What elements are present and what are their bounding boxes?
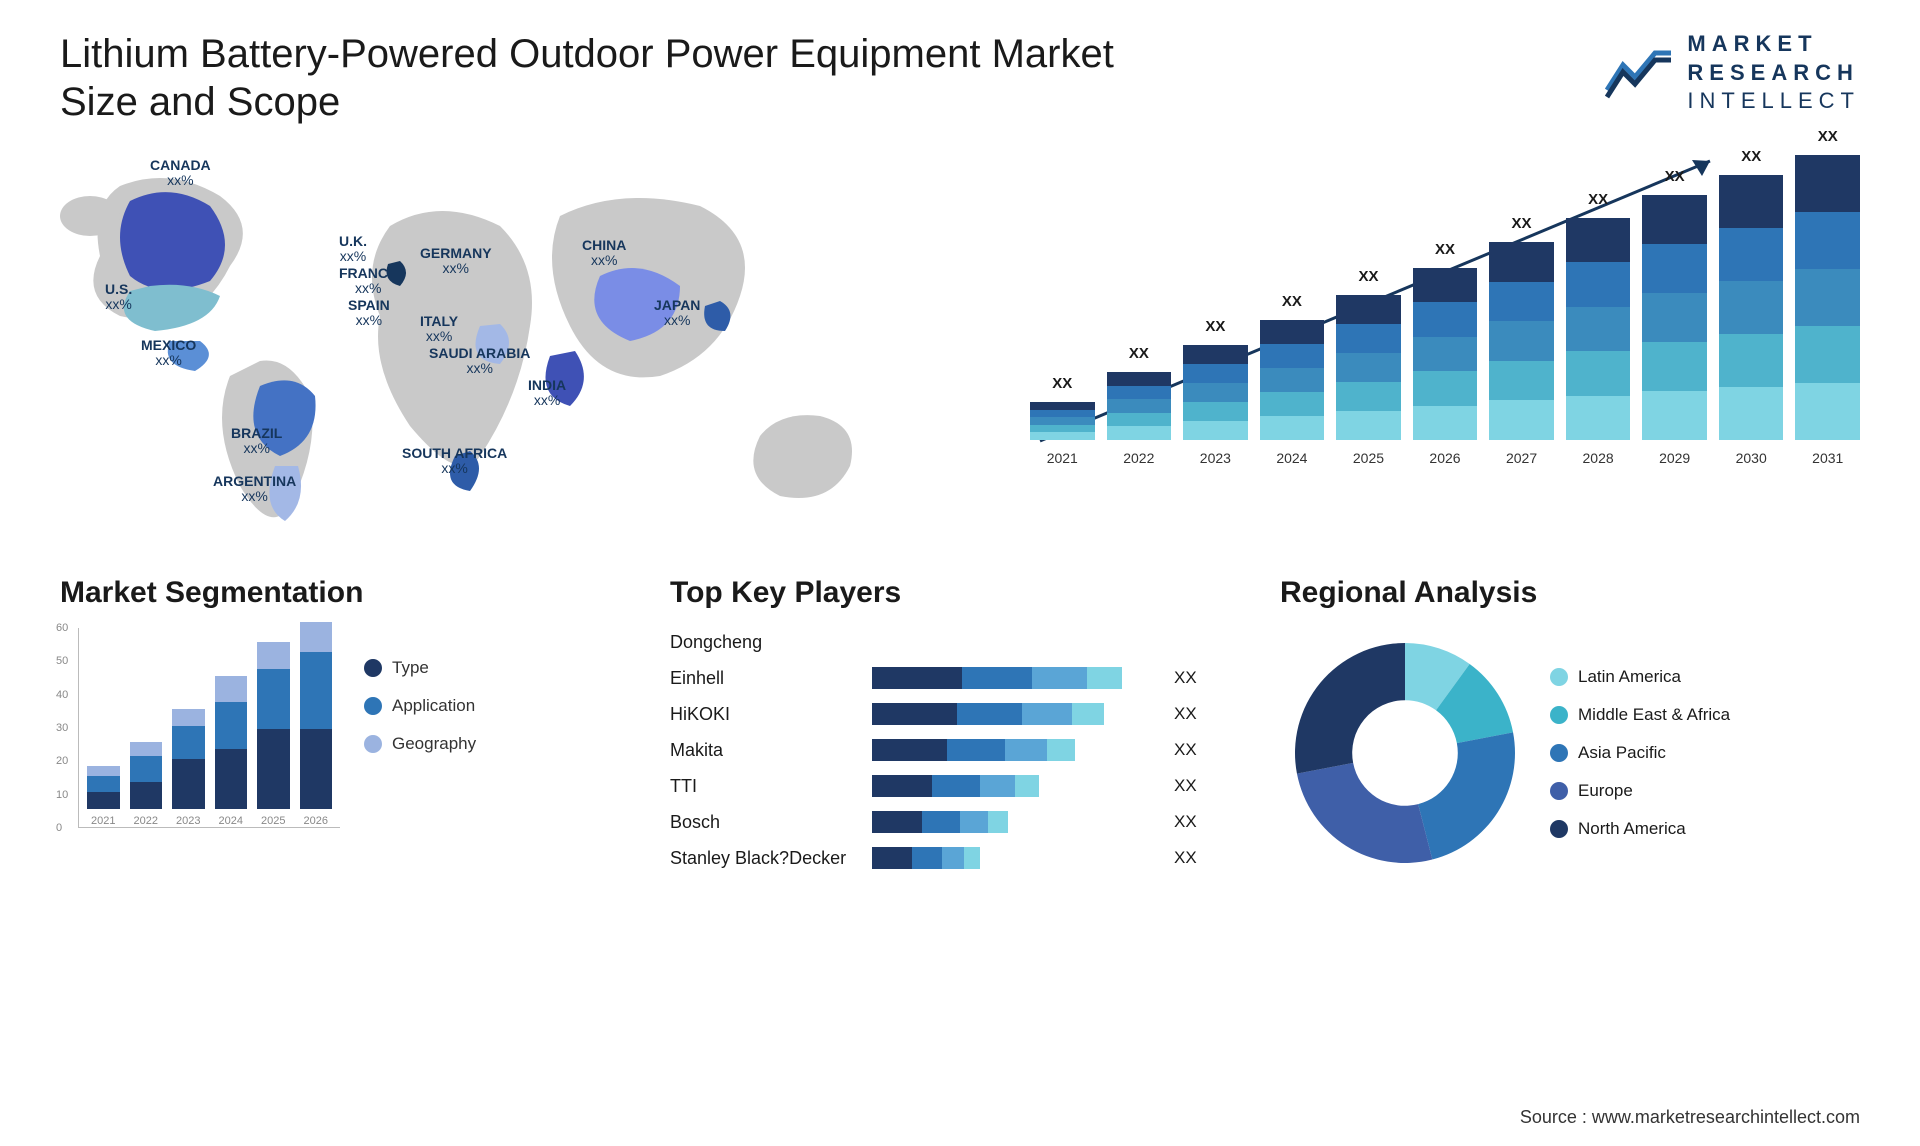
segmentation-bar: 2024 — [215, 676, 248, 827]
donut-slice — [1297, 763, 1432, 863]
regional-title: Regional Analysis — [1280, 576, 1860, 610]
segmentation-bar: 2022 — [130, 742, 163, 827]
segmentation-bar: 2023 — [172, 709, 205, 827]
segmentation-panel: Market Segmentation 0102030405060 202120… — [60, 576, 640, 878]
map-label: U.S.xx% — [105, 282, 132, 313]
map-label: SAUDI ARABIAxx% — [429, 346, 530, 377]
page-title: Lithium Battery-Powered Outdoor Power Eq… — [60, 30, 1160, 126]
legend-item: Latin America — [1550, 667, 1730, 687]
map-label: SOUTH AFRICAxx% — [402, 446, 507, 477]
player-row: EinhellXX — [670, 664, 1250, 692]
growth-bar: XX2029 — [1642, 168, 1707, 466]
players-panel: Top Key Players Dongcheng EinhellXX HiKOKI… — [670, 576, 1250, 878]
map-label: FRANCExx% — [339, 266, 397, 297]
players-chart: Dongcheng EinhellXX HiKOKIXX MakitaXX TTIXX B… — [670, 628, 1250, 872]
growth-bar: XX2028 — [1566, 191, 1631, 466]
source-text: Source : www.marketresearchintellect.com — [1520, 1107, 1860, 1128]
map-label: ARGENTINAxx% — [213, 474, 296, 505]
map-label: BRAZILxx% — [231, 426, 282, 457]
players-title: Top Key Players — [670, 576, 1250, 610]
growth-bar: XX2031 — [1795, 128, 1860, 466]
growth-bar: XX2025 — [1336, 268, 1401, 466]
regional-legend: Latin America Middle East & Africa Asia Pa… — [1550, 667, 1730, 839]
legend-item: Europe — [1550, 781, 1730, 801]
growth-bar: XX2022 — [1107, 345, 1172, 466]
player-row: MakitaXX — [670, 736, 1250, 764]
map-label: CANADAxx% — [150, 158, 211, 189]
regional-panel: Regional Analysis Latin America Middle Ea… — [1280, 576, 1860, 878]
legend-item: North America — [1550, 819, 1730, 839]
segmentation-bar: 2026 — [300, 622, 333, 827]
growth-bar: XX2026 — [1413, 241, 1478, 466]
legend-item: Application — [364, 696, 476, 716]
legend-item: Asia Pacific — [1550, 743, 1730, 763]
player-row: TTIXX — [670, 772, 1250, 800]
segmentation-chart: 0102030405060 202120222023202420252026 — [60, 628, 340, 858]
segmentation-bar: 2025 — [257, 642, 290, 827]
map-label: CHINAxx% — [582, 238, 626, 269]
map-label: U.K.xx% — [339, 234, 367, 265]
map-label: INDIAxx% — [528, 378, 566, 409]
growth-bar: XX2027 — [1489, 215, 1554, 466]
segmentation-bar: 2021 — [87, 766, 120, 827]
player-row: Stanley Black?DeckerXX — [670, 844, 1250, 872]
player-row: Dongcheng — [670, 628, 1250, 656]
map-label: MEXICOxx% — [141, 338, 196, 369]
player-row: BoschXX — [670, 808, 1250, 836]
growth-chart: XX2021XX2022XX2023XX2024XX2025XX2026XX20… — [1000, 146, 1860, 546]
segmentation-legend: Type Application Geography — [364, 628, 476, 858]
logo-icon — [1605, 45, 1675, 100]
brand-logo: MARKET RESEARCH INTELLECT — [1605, 30, 1860, 116]
legend-item: Middle East & Africa — [1550, 705, 1730, 725]
map-label: SPAINxx% — [348, 298, 390, 329]
segmentation-title: Market Segmentation — [60, 576, 640, 610]
donut-slice — [1418, 732, 1515, 859]
regional-donut — [1280, 628, 1530, 878]
logo-text: MARKET RESEARCH INTELLECT — [1687, 30, 1860, 116]
player-row: HiKOKIXX — [670, 700, 1250, 728]
donut-slice — [1295, 643, 1405, 774]
world-map: CANADAxx% U.S.xx% MEXICOxx% BRAZILxx% ARGENT… — [60, 146, 960, 546]
legend-item: Type — [364, 658, 476, 678]
growth-bar: XX2024 — [1260, 293, 1325, 466]
growth-bar: XX2030 — [1719, 148, 1784, 466]
map-label: GERMANYxx% — [420, 246, 492, 277]
legend-item: Geography — [364, 734, 476, 754]
growth-bar: XX2023 — [1183, 318, 1248, 466]
map-label: JAPANxx% — [654, 298, 700, 329]
map-label: ITALYxx% — [420, 314, 458, 345]
growth-bar: XX2021 — [1030, 375, 1095, 466]
